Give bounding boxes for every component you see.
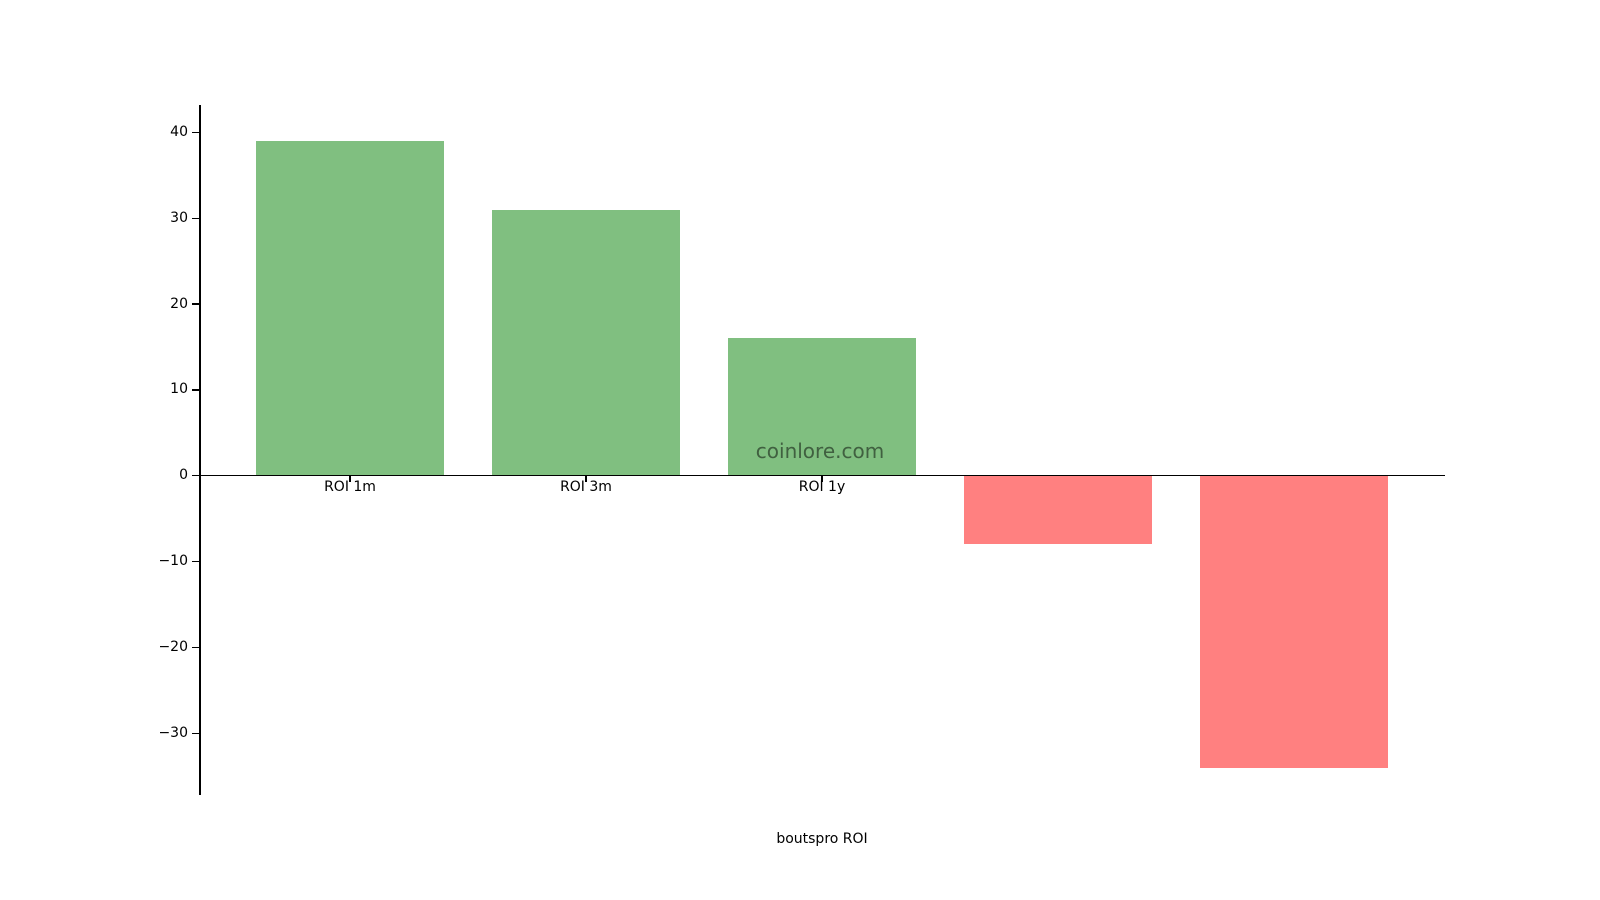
y-tick-mark bbox=[192, 732, 199, 734]
y-tick-mark bbox=[192, 475, 199, 477]
x-tick-mark bbox=[349, 475, 351, 482]
y-tick-mark bbox=[192, 389, 199, 391]
x-axis-title: boutspro ROI bbox=[776, 831, 868, 847]
y-tick-label: −30 bbox=[158, 724, 188, 741]
y-tick-label: −10 bbox=[158, 553, 188, 570]
bar-roi-3m bbox=[491, 209, 681, 476]
y-tick-label: 10 bbox=[170, 381, 188, 398]
y-tick-label: 20 bbox=[170, 295, 188, 312]
y-tick-mark bbox=[192, 303, 199, 305]
y-tick-label: −20 bbox=[158, 638, 188, 655]
x-tick-mark bbox=[585, 475, 587, 482]
bar-roi-1y bbox=[727, 338, 917, 476]
y-tick-mark bbox=[192, 560, 199, 563]
y-tick-label: 40 bbox=[170, 123, 188, 140]
bar-roi-1m bbox=[255, 141, 445, 476]
y-tick-mark bbox=[192, 646, 199, 649]
y-axis-spine bbox=[199, 105, 201, 795]
coinlore-watermark: coinlore.com bbox=[755, 439, 885, 463]
y-tick-label: 30 bbox=[170, 209, 188, 226]
x-tick-label: ROI 3m bbox=[560, 478, 612, 495]
bar-n4 bbox=[963, 475, 1153, 545]
x-tick-label: ROI 1y bbox=[798, 478, 846, 495]
y-tick-mark bbox=[192, 217, 199, 219]
y-tick-mark bbox=[192, 131, 199, 134]
x-tick-label: ROI 1m bbox=[324, 478, 376, 495]
x-axis-line bbox=[199, 475, 1445, 477]
y-tick-label: 0 bbox=[179, 467, 188, 484]
bar-n5 bbox=[1199, 475, 1389, 768]
x-tick-mark bbox=[821, 475, 823, 482]
